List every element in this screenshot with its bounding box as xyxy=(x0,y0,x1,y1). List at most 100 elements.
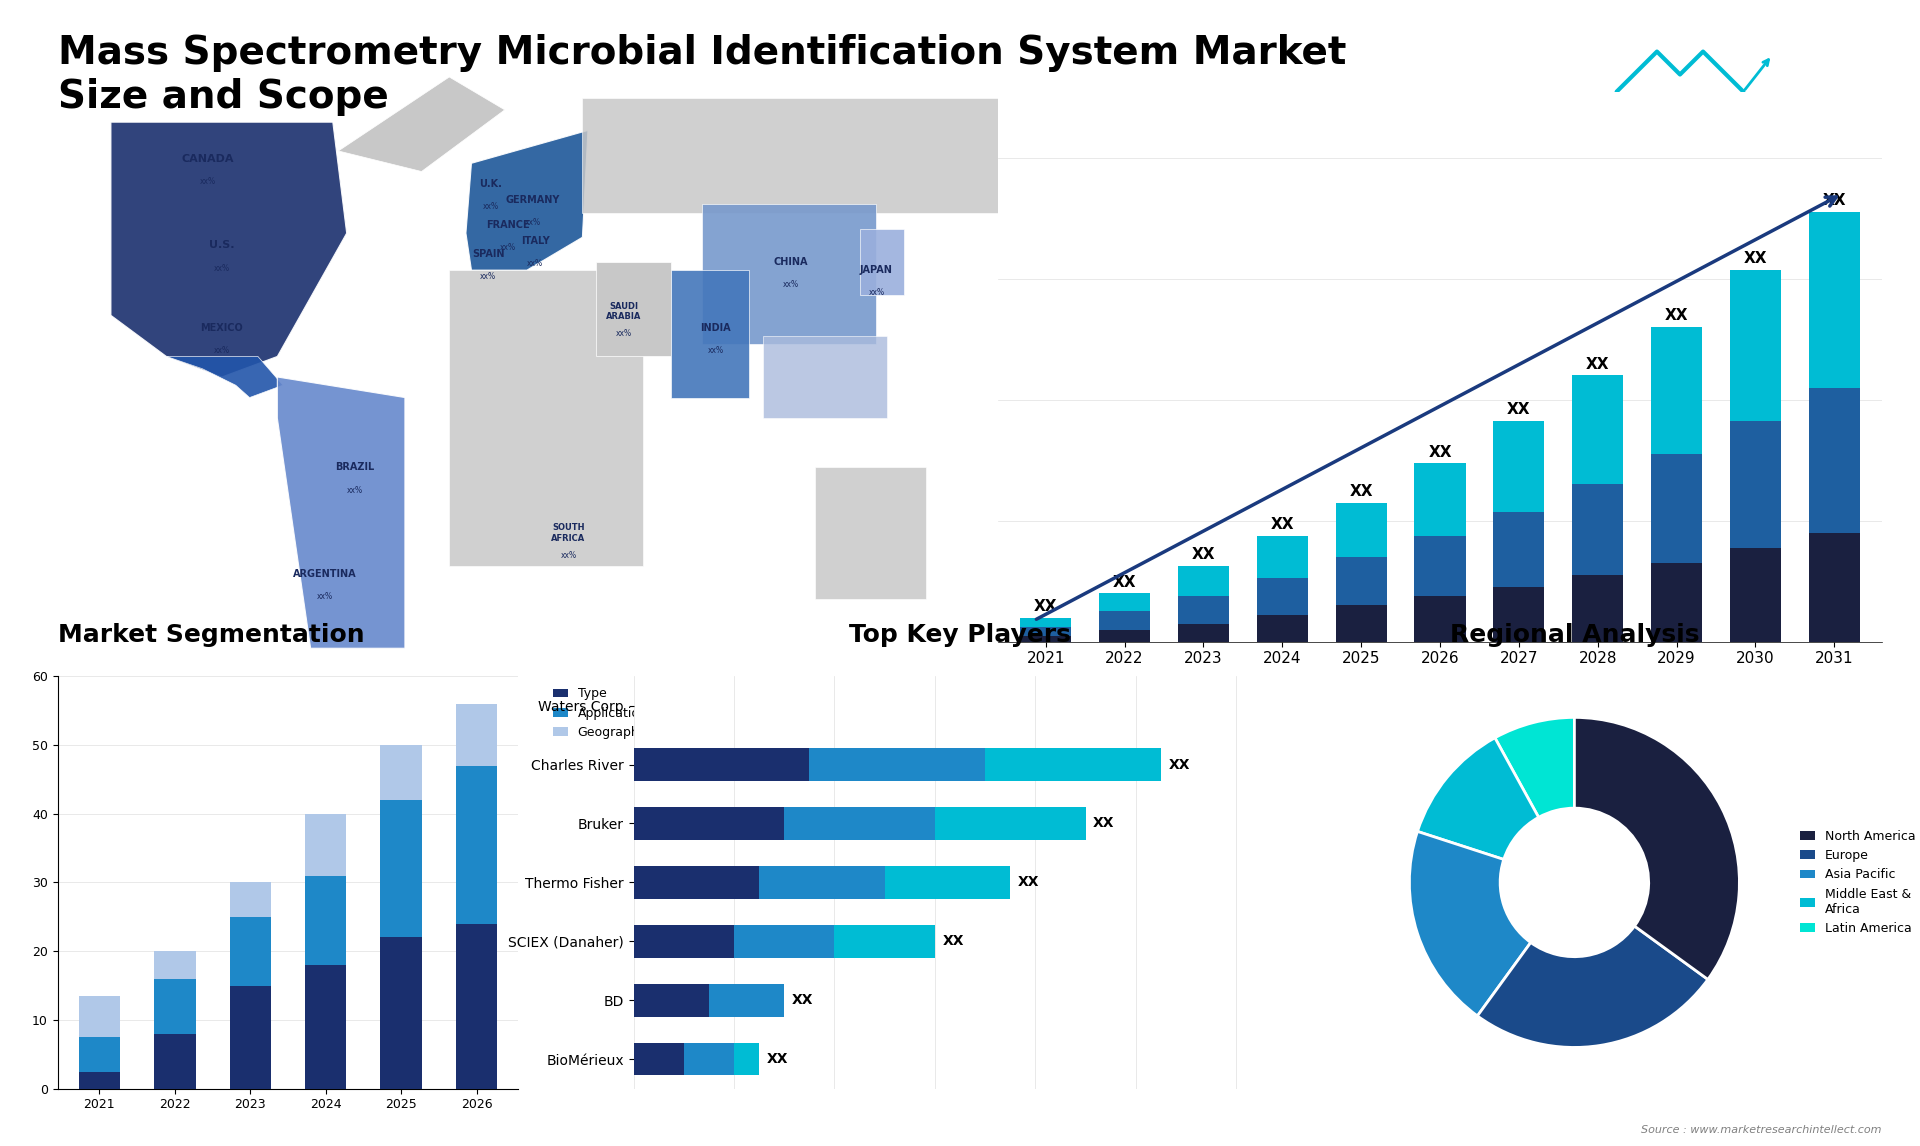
Text: XX: XX xyxy=(1586,356,1609,371)
Bar xyxy=(1415,536,1465,596)
Text: xx%: xx% xyxy=(480,272,495,281)
Bar xyxy=(1258,536,1308,579)
Text: XX: XX xyxy=(1507,402,1530,417)
Bar xyxy=(1809,212,1860,387)
Bar xyxy=(1651,327,1703,454)
Bar xyxy=(1730,548,1782,642)
Bar xyxy=(885,866,1010,898)
Text: ARGENTINA: ARGENTINA xyxy=(292,570,357,579)
Bar xyxy=(154,1034,196,1089)
Bar xyxy=(634,748,810,780)
Bar xyxy=(684,1043,733,1075)
Text: GERMANY: GERMANY xyxy=(505,195,559,205)
Bar xyxy=(634,925,733,958)
Legend: North America, Europe, Asia Pacific, Middle East &
Africa, Latin America: North America, Europe, Asia Pacific, Mid… xyxy=(1795,825,1920,940)
Bar xyxy=(154,979,196,1034)
Bar xyxy=(758,866,885,898)
Text: Top Key Players: Top Key Players xyxy=(849,623,1071,647)
Bar xyxy=(1572,575,1622,642)
Bar xyxy=(935,807,1085,840)
Text: FRANCE: FRANCE xyxy=(486,220,530,230)
Text: xx%: xx% xyxy=(348,486,363,495)
Text: XX: XX xyxy=(1092,816,1116,831)
Bar xyxy=(455,924,497,1089)
Polygon shape xyxy=(167,356,282,398)
Text: XX: XX xyxy=(1350,484,1373,499)
Circle shape xyxy=(1500,808,1649,957)
Bar xyxy=(634,1043,684,1075)
Bar xyxy=(79,1037,121,1072)
Wedge shape xyxy=(1409,832,1530,1015)
Text: MARKET
RESEARCH
INTELLECT: MARKET RESEARCH INTELLECT xyxy=(1801,53,1862,85)
Bar xyxy=(634,807,783,840)
Text: xx%: xx% xyxy=(499,243,516,252)
Bar xyxy=(1098,612,1150,629)
Bar xyxy=(634,866,758,898)
Legend: Type, Application, Geography: Type, Application, Geography xyxy=(547,682,653,744)
Text: ITALY: ITALY xyxy=(520,236,549,246)
Bar xyxy=(380,937,422,1089)
Polygon shape xyxy=(597,262,672,356)
Polygon shape xyxy=(276,377,405,649)
Text: xx%: xx% xyxy=(561,551,576,560)
Bar xyxy=(1177,566,1229,596)
Text: xx%: xx% xyxy=(616,329,632,338)
Bar xyxy=(305,814,346,876)
Polygon shape xyxy=(762,336,887,418)
Bar xyxy=(733,1043,758,1075)
Bar xyxy=(154,951,196,979)
Text: INDIA: INDIA xyxy=(701,323,732,332)
Bar xyxy=(1177,596,1229,623)
Text: CHINA: CHINA xyxy=(774,257,808,267)
Bar xyxy=(1415,596,1465,642)
Bar xyxy=(380,745,422,800)
Text: xx%: xx% xyxy=(868,289,885,297)
Bar xyxy=(1415,463,1465,536)
Bar xyxy=(1494,421,1544,511)
Bar xyxy=(1809,387,1860,533)
Bar xyxy=(1336,605,1386,642)
Text: XX: XX xyxy=(1271,517,1294,532)
Bar xyxy=(230,986,271,1089)
Bar xyxy=(1098,594,1150,612)
Text: XX: XX xyxy=(1428,445,1452,460)
Text: XX: XX xyxy=(1114,574,1137,590)
Text: MEXICO: MEXICO xyxy=(200,323,244,332)
Bar xyxy=(1336,557,1386,605)
Bar xyxy=(305,965,346,1089)
Text: xx%: xx% xyxy=(482,202,499,211)
Polygon shape xyxy=(816,468,925,599)
Bar xyxy=(455,766,497,924)
Text: XX: XX xyxy=(1035,599,1058,614)
Text: XX: XX xyxy=(1822,194,1845,209)
Polygon shape xyxy=(701,204,876,344)
Wedge shape xyxy=(1496,717,1574,817)
Text: SPAIN: SPAIN xyxy=(472,249,505,259)
Polygon shape xyxy=(672,270,749,398)
Bar xyxy=(455,704,497,766)
Text: xx%: xx% xyxy=(781,280,799,289)
Bar xyxy=(79,1072,121,1089)
Bar xyxy=(1651,454,1703,563)
Bar xyxy=(1020,618,1071,627)
Bar xyxy=(1730,421,1782,548)
Text: xx%: xx% xyxy=(524,219,541,227)
Polygon shape xyxy=(111,123,348,377)
Bar xyxy=(783,807,935,840)
Bar xyxy=(1020,636,1071,642)
Wedge shape xyxy=(1574,717,1740,980)
Text: XX: XX xyxy=(791,994,814,1007)
Bar xyxy=(1809,533,1860,642)
Text: Source : www.marketresearchintellect.com: Source : www.marketresearchintellect.com xyxy=(1642,1124,1882,1135)
Text: Mass Spectrometry Microbial Identification System Market
Size and Scope: Mass Spectrometry Microbial Identificati… xyxy=(58,34,1346,117)
Bar xyxy=(305,876,346,965)
Bar xyxy=(230,882,271,917)
Bar xyxy=(1258,614,1308,642)
Bar xyxy=(79,996,121,1037)
Bar xyxy=(1494,587,1544,642)
Text: xx%: xx% xyxy=(528,259,543,268)
Bar xyxy=(1020,627,1071,636)
Text: U.S.: U.S. xyxy=(209,241,234,251)
Text: SAUDI
ARABIA: SAUDI ARABIA xyxy=(607,301,641,321)
Text: XX: XX xyxy=(1665,308,1688,323)
